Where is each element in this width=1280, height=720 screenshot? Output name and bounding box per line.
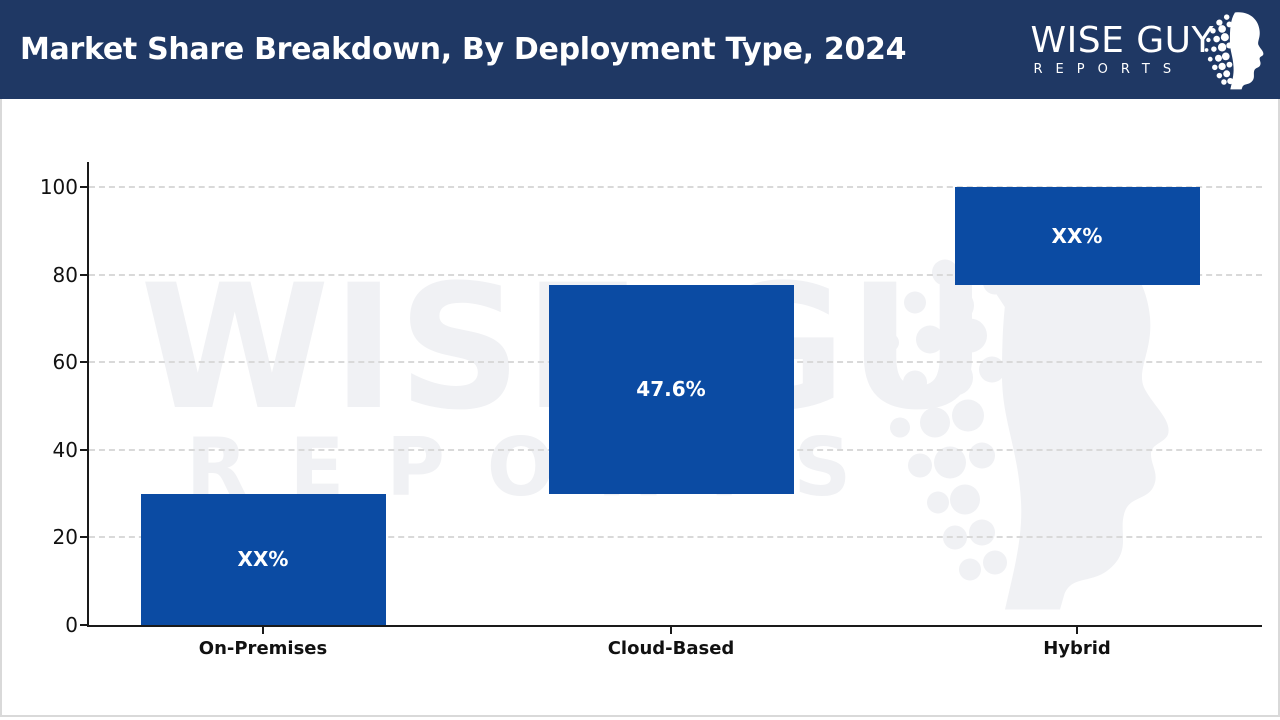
y-axis-line xyxy=(87,162,89,627)
wiseguy-face-logo-icon xyxy=(1204,11,1264,89)
brand-logo: WISE GUY REPORTS xyxy=(1031,9,1267,91)
card-border-left xyxy=(0,99,2,717)
header: Market Share Breakdown, By Deployment Ty… xyxy=(0,0,1280,99)
y-tick-0 xyxy=(80,624,87,626)
bar-value-label-cloud-based: 47.6% xyxy=(636,377,706,402)
brand-text: WISE GUY REPORTS xyxy=(1030,20,1215,77)
x-label-on-premises: On-Premises xyxy=(198,638,328,659)
y-tick-60 xyxy=(80,361,87,364)
bar-value-label-hybrid: XX% xyxy=(1051,224,1103,249)
y-tick-label-40: 40 xyxy=(52,437,78,462)
x-axis-line xyxy=(87,625,1262,627)
gridline-20 xyxy=(89,536,1262,539)
y-tick-100 xyxy=(80,186,87,188)
y-tick-80 xyxy=(80,273,87,276)
y-tick-label-20: 20 xyxy=(52,525,78,550)
x-label-hybrid: Hybrid xyxy=(1043,638,1111,659)
y-tick-label-80: 80 xyxy=(52,262,78,287)
card-border-right xyxy=(1278,99,1280,717)
x-tick-hybrid xyxy=(1076,627,1078,634)
bar-value-label-on-premises: XX% xyxy=(237,547,289,572)
card-border-bottom xyxy=(0,715,1280,717)
y-tick-label-100: 100 xyxy=(39,175,78,199)
brand-name: WISE GUY xyxy=(1030,20,1214,61)
brand-subtitle: REPORTS xyxy=(1033,62,1185,77)
gridline-100 xyxy=(89,186,1262,188)
y-tick-40 xyxy=(80,448,87,451)
x-tick-on-premises xyxy=(262,627,264,634)
x-label-cloud-based: Cloud-Based xyxy=(607,638,735,659)
x-tick-cloud-based xyxy=(670,627,672,634)
bar-cloud-based: 47.6% xyxy=(548,285,794,494)
chart-title: Market Share Breakdown, By Deployment Ty… xyxy=(20,32,907,67)
y-tick-label-0: 0 xyxy=(65,613,78,637)
y-tick-20 xyxy=(80,536,87,539)
bar-hybrid: XX% xyxy=(954,187,1200,286)
gridline-80 xyxy=(89,273,1262,276)
y-tick-label-60: 60 xyxy=(52,350,78,375)
bar-on-premises: XX% xyxy=(140,493,386,625)
